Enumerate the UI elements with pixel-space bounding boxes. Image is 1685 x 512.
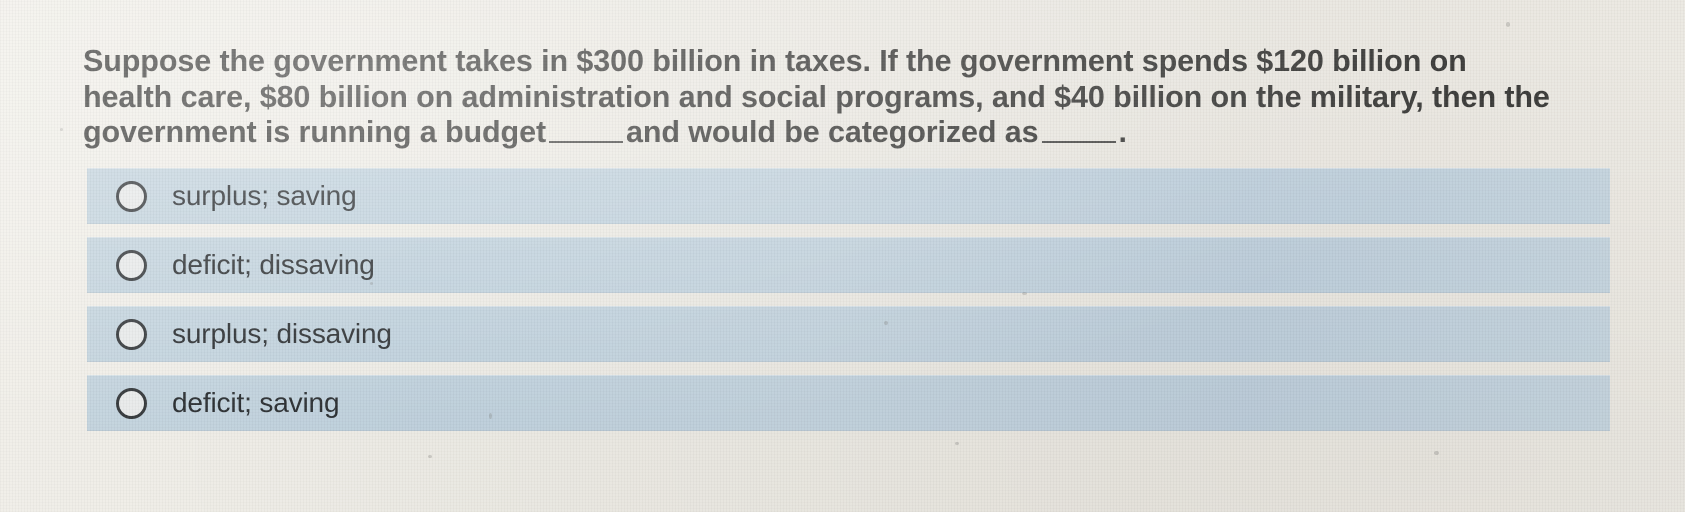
radio-unchecked-icon[interactable] — [116, 387, 147, 419]
answer-option-c-label: surplus; dissaving — [172, 318, 392, 349]
answer-option-a-label: surplus; saving — [172, 180, 357, 211]
answer-option-c[interactable]: surplus; dissaving — [87, 306, 1610, 362]
answer-blank-2 — [1041, 122, 1116, 143]
answer-option-d[interactable]: deficit; saving — [87, 375, 1610, 431]
radio-unchecked-icon[interactable] — [116, 180, 147, 212]
answer-option-d-label: deficit; saving — [172, 387, 340, 418]
answer-option-a[interactable]: surplus; saving — [87, 168, 1610, 224]
answer-option-b[interactable]: deficit; dissaving — [87, 237, 1610, 293]
question-line-2: $80 billion on administration and social… — [83, 79, 1550, 150]
question-line-3-before-blank: running a budget — [298, 115, 547, 149]
question-line-3-between-blanks: and would be categorized as — [626, 115, 1039, 149]
question-line-3-after-blank: . — [1118, 115, 1127, 149]
question-text: Suppose the government takes in $300 bil… — [83, 44, 1563, 151]
answer-option-b-label: deficit; dissaving — [172, 249, 375, 280]
answer-blank-1 — [549, 122, 623, 143]
radio-unchecked-icon[interactable] — [116, 318, 147, 350]
answer-options-list: surplus; saving deficit; dissaving surpl… — [87, 168, 1610, 431]
question-line-1: Suppose the government takes in $300 bil… — [83, 44, 1467, 114]
question-block: Suppose the government takes in $300 bil… — [83, 44, 1563, 151]
radio-unchecked-icon[interactable] — [116, 249, 147, 281]
